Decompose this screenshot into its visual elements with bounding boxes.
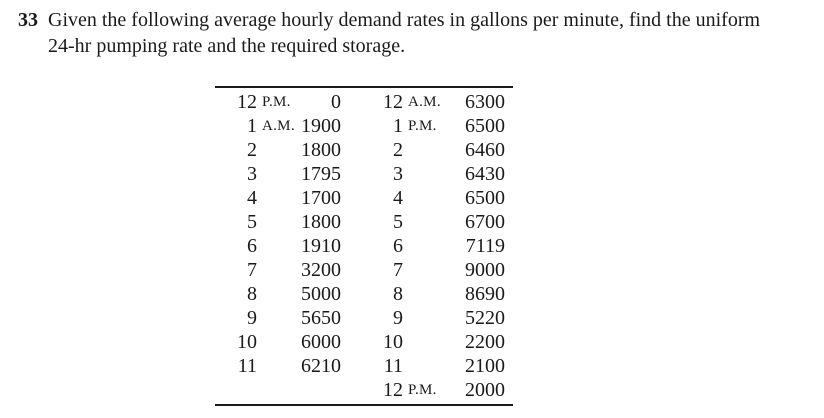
meridiem-left: A.M.	[262, 118, 295, 134]
meridiem-right	[403, 354, 441, 378]
value-left: 6000	[301, 331, 341, 353]
value-left: 0	[331, 91, 341, 113]
meridiem-right: P.M.	[408, 118, 437, 134]
table-row: 11 6210 11 2100	[215, 354, 513, 378]
value-left	[295, 378, 341, 402]
table-row: 2 1800 2 6460	[215, 138, 513, 162]
hour-right: 8	[393, 283, 403, 305]
meridiem-right	[403, 306, 441, 330]
meridiem-right: A.M.	[408, 94, 441, 110]
value-right: 9000	[465, 259, 505, 281]
demand-table-body: 12 P.M. 0 12 A.M. 6300 1 A.M. 1900 1 P.M. 6500 2 1800…	[215, 90, 513, 402]
value-right: 6300	[465, 91, 505, 113]
hour-right: 11	[383, 355, 403, 377]
value-left: 1795	[301, 163, 341, 185]
meridiem-left	[257, 258, 295, 282]
problem-number: 33	[18, 9, 38, 31]
meridiem-left	[257, 282, 295, 306]
meridiem-right	[403, 234, 441, 258]
table-row: 5 1800 5 6700	[215, 210, 513, 234]
value-right: 5220	[465, 307, 505, 329]
value-right: 6500	[465, 187, 505, 209]
meridiem-right	[403, 282, 441, 306]
meridiem-left	[257, 330, 295, 354]
hour-left: 1	[247, 115, 257, 137]
table-row: 4 1700 4 6500	[215, 186, 513, 210]
hour-left: 5	[247, 211, 257, 233]
meridiem-right	[403, 210, 441, 234]
value-left: 1800	[301, 211, 341, 233]
meridiem-right	[403, 138, 441, 162]
hour-left: 3	[247, 163, 257, 185]
hour-right: 9	[393, 307, 403, 329]
meridiem-right	[403, 330, 441, 354]
value-left: 6210	[301, 355, 341, 377]
hour-left: 12	[237, 91, 257, 113]
table-row: 10 6000 10 2200	[215, 330, 513, 354]
hour-left: 11	[237, 355, 257, 377]
meridiem-left	[257, 210, 295, 234]
value-left: 3200	[301, 259, 341, 281]
hour-right: 10	[383, 331, 403, 353]
table-row: 8 5000 8 8690	[215, 282, 513, 306]
meridiem-left	[257, 354, 295, 378]
meridiem-right	[403, 162, 441, 186]
hour-left	[215, 378, 257, 402]
problem-text-line2: 24-hr pumping rate and the required stor…	[48, 35, 406, 57]
meridiem-left	[257, 378, 295, 402]
meridiem-left	[257, 306, 295, 330]
meridiem-right: P.M.	[408, 382, 437, 398]
table-row: 12 P.M. 2000	[215, 378, 513, 402]
hour-left: 10	[237, 331, 257, 353]
value-right: 6430	[465, 163, 505, 185]
hour-left: 4	[247, 187, 257, 209]
value-left: 1910	[301, 235, 341, 257]
hour-left: 7	[247, 259, 257, 281]
table-row: 9 5650 9 5220	[215, 306, 513, 330]
hour-right: 4	[393, 187, 403, 209]
meridiem-right	[403, 186, 441, 210]
table-row: 12 P.M. 0 12 A.M. 6300	[215, 90, 513, 114]
hour-right: 3	[393, 163, 403, 185]
hour-left: 6	[247, 235, 257, 257]
hour-left: 8	[247, 283, 257, 305]
hour-right: 6	[393, 235, 403, 257]
meridiem-left	[257, 234, 295, 258]
hour-right: 1	[393, 115, 403, 137]
value-left: 1900	[301, 115, 341, 137]
hour-right: 12	[383, 379, 403, 401]
hour-right: 2	[393, 139, 403, 161]
value-left: 1800	[301, 139, 341, 161]
hour-right: 5	[393, 211, 403, 233]
problem-text-line1: Given the following average hourly deman…	[48, 9, 761, 31]
table-row: 3 1795 3 6430	[215, 162, 513, 186]
hour-right: 12	[383, 91, 403, 113]
meridiem-left	[257, 162, 295, 186]
value-right: 2000	[465, 379, 505, 401]
meridiem-left	[257, 186, 295, 210]
meridiem-right	[403, 258, 441, 282]
value-right: 6500	[465, 115, 505, 137]
value-right: 7119	[465, 235, 505, 257]
value-left: 5000	[301, 283, 341, 305]
value-right: 2200	[465, 331, 505, 353]
hour-left: 2	[247, 139, 257, 161]
meridiem-left: P.M.	[262, 94, 291, 110]
hour-left: 9	[247, 307, 257, 329]
table-row: 6 1910 6 7119	[215, 234, 513, 258]
table-row: 1 A.M. 1900 1 P.M. 6500	[215, 114, 513, 138]
hour-right: 7	[393, 259, 403, 281]
value-right: 6700	[465, 211, 505, 233]
value-left: 1700	[301, 187, 341, 209]
meridiem-left	[257, 138, 295, 162]
demand-rate-table: 12 P.M. 0 12 A.M. 6300 1 A.M. 1900 1 P.M. 6500 2 1800…	[215, 86, 513, 406]
value-right: 8690	[465, 283, 505, 305]
value-left: 5650	[301, 307, 341, 329]
value-right: 6460	[465, 139, 505, 161]
problem-statement: 33 Given the following average hourly de…	[18, 7, 788, 59]
problem-text: Given the following average hourly deman…	[48, 7, 788, 59]
table-row: 7 3200 7 9000	[215, 258, 513, 282]
value-right: 2100	[465, 355, 505, 377]
